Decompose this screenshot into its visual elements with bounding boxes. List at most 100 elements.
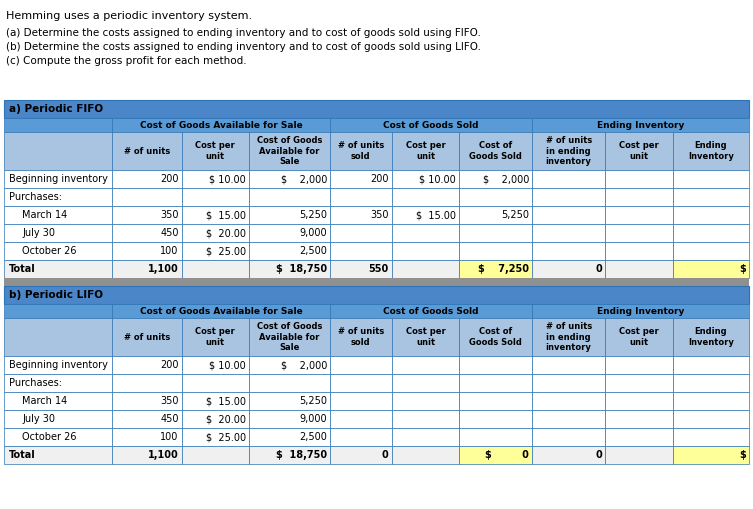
Bar [249, 132, 330, 170]
Text: Cost per
unit: Cost per unit [196, 142, 235, 161]
Bar [249, 206, 330, 224]
Text: 550: 550 [368, 264, 389, 274]
Bar [605, 318, 672, 356]
Text: 0: 0 [596, 264, 602, 274]
Text: # of units: # of units [123, 147, 170, 156]
Bar [459, 224, 532, 242]
Text: $  15.00: $ 15.00 [206, 396, 246, 406]
Bar [532, 374, 605, 392]
Text: 350: 350 [160, 210, 178, 220]
Bar [249, 224, 330, 242]
Bar [330, 132, 392, 170]
Text: (b) Determine the costs assigned to ending inventory and to cost of goods sold u: (b) Determine the costs assigned to endi… [6, 42, 481, 52]
Bar [459, 132, 532, 170]
Text: 1,100: 1,100 [148, 450, 178, 460]
Bar [249, 242, 330, 260]
Bar [330, 446, 392, 464]
Bar [672, 446, 749, 464]
Bar [4, 206, 112, 224]
Text: Cost per
unit: Cost per unit [619, 142, 659, 161]
Text: Cost of
Goods Sold: Cost of Goods Sold [469, 327, 522, 347]
Text: Ending
Inventory: Ending Inventory [687, 142, 733, 161]
Bar [672, 170, 749, 188]
Text: 0: 0 [382, 450, 389, 460]
Bar [459, 318, 532, 356]
Bar [605, 260, 672, 278]
Bar [459, 242, 532, 260]
Bar [392, 224, 459, 242]
Bar [181, 374, 249, 392]
Text: Cost of Goods Available for Sale: Cost of Goods Available for Sale [139, 306, 303, 316]
Bar [605, 428, 672, 446]
Text: # of units
in ending
inventory: # of units in ending inventory [546, 136, 592, 166]
Bar [532, 170, 605, 188]
Bar [181, 410, 249, 428]
Bar [4, 118, 112, 132]
Text: $ 10.00: $ 10.00 [209, 360, 246, 370]
Text: 450: 450 [160, 228, 178, 238]
Text: Purchases:: Purchases: [9, 192, 62, 202]
Bar [605, 132, 672, 170]
Text: Total: Total [9, 264, 35, 274]
Text: $: $ [739, 264, 746, 274]
Text: $  25.00: $ 25.00 [206, 246, 246, 256]
Bar [392, 188, 459, 206]
Bar [672, 374, 749, 392]
Bar [532, 188, 605, 206]
Text: $  15.00: $ 15.00 [416, 210, 456, 220]
Bar [112, 392, 181, 410]
Text: Beginning inventory: Beginning inventory [9, 360, 108, 370]
Text: 0: 0 [596, 450, 602, 460]
Text: $ 10.00: $ 10.00 [419, 174, 456, 184]
Text: 5,250: 5,250 [299, 210, 327, 220]
Bar [249, 170, 330, 188]
Bar [330, 260, 392, 278]
Bar [330, 304, 532, 318]
Bar [112, 356, 181, 374]
Text: March 14: March 14 [22, 396, 67, 406]
Text: 100: 100 [160, 246, 178, 256]
Bar [532, 392, 605, 410]
Text: Cost of Goods Sold: Cost of Goods Sold [383, 306, 479, 316]
Text: (a) Determine the costs assigned to ending inventory and to cost of goods sold u: (a) Determine the costs assigned to endi… [6, 28, 481, 38]
Bar [459, 188, 532, 206]
Bar [4, 188, 112, 206]
Bar [4, 318, 112, 356]
Text: a) Periodic FIFO: a) Periodic FIFO [9, 104, 103, 114]
Bar [112, 374, 181, 392]
Bar [112, 304, 330, 318]
Text: Cost per
unit: Cost per unit [406, 327, 445, 347]
Bar [459, 410, 532, 428]
Text: $  18,750: $ 18,750 [276, 264, 327, 274]
Bar [672, 410, 749, 428]
Bar [249, 356, 330, 374]
Bar [605, 206, 672, 224]
Bar [532, 356, 605, 374]
Bar [112, 118, 330, 132]
Text: $  25.00: $ 25.00 [206, 432, 246, 442]
Text: 9,000: 9,000 [300, 228, 327, 238]
Bar [249, 446, 330, 464]
Text: $ 10.00: $ 10.00 [209, 174, 246, 184]
Bar [330, 428, 392, 446]
Bar [4, 132, 112, 170]
Text: $  15.00: $ 15.00 [206, 210, 246, 220]
Bar [181, 224, 249, 242]
Text: July 30: July 30 [22, 228, 55, 238]
Bar [249, 392, 330, 410]
Bar [4, 224, 112, 242]
Text: 200: 200 [160, 360, 178, 370]
Bar [249, 188, 330, 206]
Bar [532, 242, 605, 260]
Bar [249, 410, 330, 428]
Bar [112, 206, 181, 224]
Bar [459, 446, 532, 464]
Bar [181, 132, 249, 170]
Text: March 14: March 14 [22, 210, 67, 220]
Bar [249, 428, 330, 446]
Text: $  20.00: $ 20.00 [206, 228, 246, 238]
Bar [330, 118, 532, 132]
Bar [392, 242, 459, 260]
Bar [392, 356, 459, 374]
Bar [112, 224, 181, 242]
